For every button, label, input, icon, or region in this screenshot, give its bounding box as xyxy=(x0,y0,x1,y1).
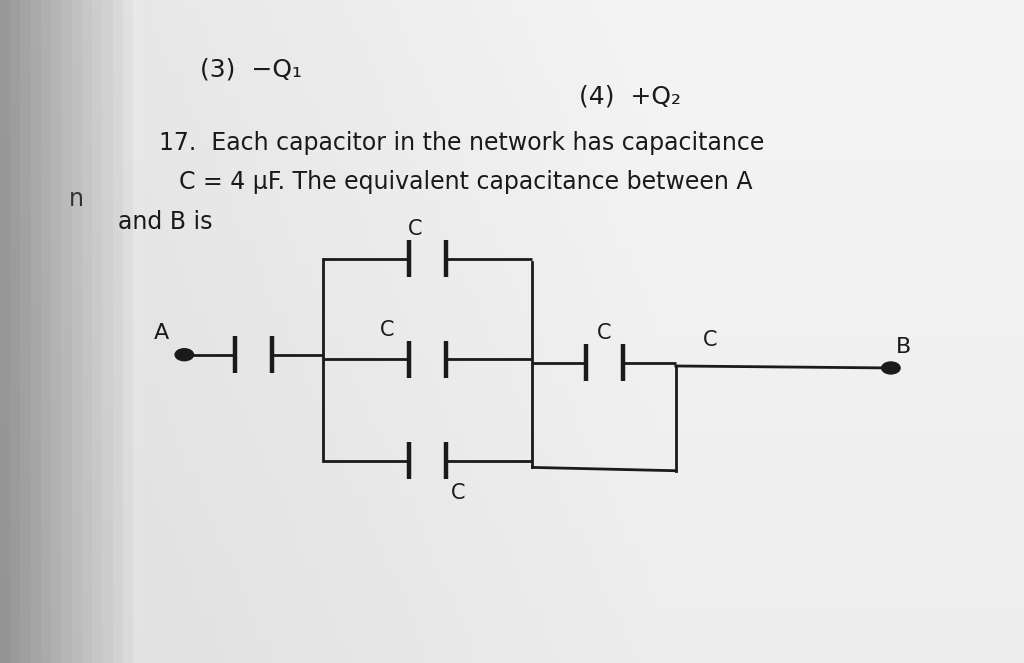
Text: C = 4 μF. The equivalent capacitance between A: C = 4 μF. The equivalent capacitance bet… xyxy=(179,170,753,194)
Text: C: C xyxy=(451,483,465,503)
Text: C: C xyxy=(380,320,394,340)
Text: B: B xyxy=(896,337,910,357)
Circle shape xyxy=(175,349,194,361)
Text: n: n xyxy=(70,187,84,211)
Text: C: C xyxy=(408,219,422,239)
Text: (4)  +Q₂: (4) +Q₂ xyxy=(579,84,681,108)
Circle shape xyxy=(882,362,900,374)
Text: and B is: and B is xyxy=(118,210,212,234)
Text: A: A xyxy=(155,323,169,343)
Text: (3)  −Q₁: (3) −Q₁ xyxy=(200,58,302,82)
Text: C: C xyxy=(702,330,717,350)
Text: C: C xyxy=(597,324,611,343)
Text: 17.  Each capacitor in the network has capacitance: 17. Each capacitor in the network has ca… xyxy=(159,131,764,154)
